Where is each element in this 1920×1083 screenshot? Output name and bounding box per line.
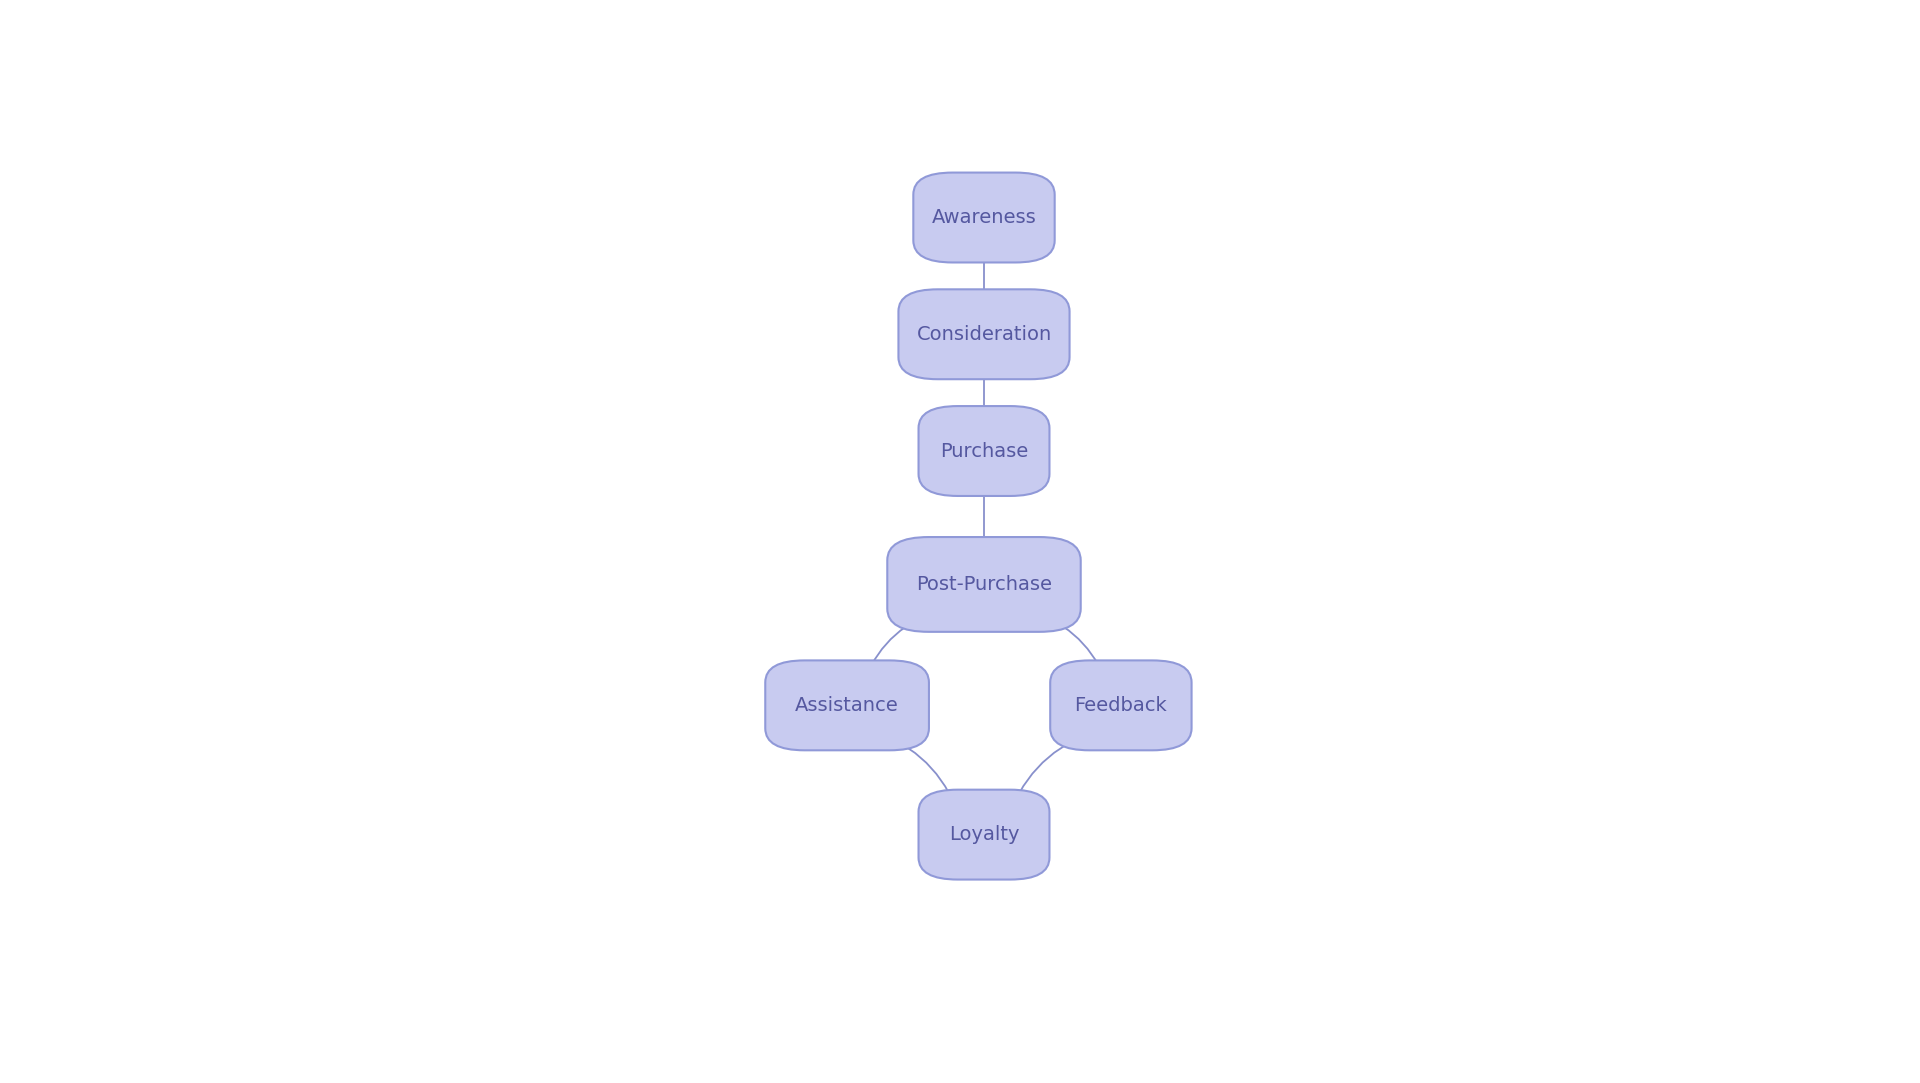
FancyBboxPatch shape xyxy=(914,172,1054,262)
FancyBboxPatch shape xyxy=(766,661,929,751)
Text: Post-Purchase: Post-Purchase xyxy=(916,575,1052,593)
FancyBboxPatch shape xyxy=(899,289,1069,379)
Text: Feedback: Feedback xyxy=(1075,696,1167,715)
FancyBboxPatch shape xyxy=(1050,661,1192,751)
FancyBboxPatch shape xyxy=(918,406,1050,496)
Text: Purchase: Purchase xyxy=(941,442,1027,460)
FancyBboxPatch shape xyxy=(887,537,1081,631)
Text: Consideration: Consideration xyxy=(916,325,1052,343)
Text: Assistance: Assistance xyxy=(795,696,899,715)
FancyBboxPatch shape xyxy=(918,790,1050,879)
Text: Loyalty: Loyalty xyxy=(948,825,1020,844)
Text: Awareness: Awareness xyxy=(931,208,1037,227)
